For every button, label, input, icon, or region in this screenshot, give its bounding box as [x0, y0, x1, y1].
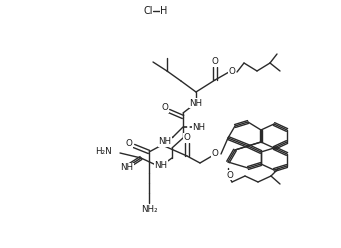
Text: O: O: [228, 67, 235, 76]
Text: O: O: [211, 150, 219, 158]
Text: O: O: [226, 171, 234, 180]
Text: Cl: Cl: [143, 6, 153, 16]
Text: O: O: [125, 138, 132, 148]
Text: O: O: [162, 103, 168, 113]
Text: NH: NH: [192, 123, 206, 131]
Text: NH: NH: [154, 160, 167, 169]
Text: H: H: [160, 6, 168, 16]
Text: NH: NH: [120, 163, 134, 173]
Text: NH: NH: [190, 98, 203, 107]
Text: O: O: [211, 58, 219, 66]
Text: O: O: [183, 133, 190, 143]
Text: H₂N: H₂N: [95, 148, 112, 156]
Text: NH₂: NH₂: [141, 206, 157, 215]
Text: NH: NH: [159, 137, 172, 147]
